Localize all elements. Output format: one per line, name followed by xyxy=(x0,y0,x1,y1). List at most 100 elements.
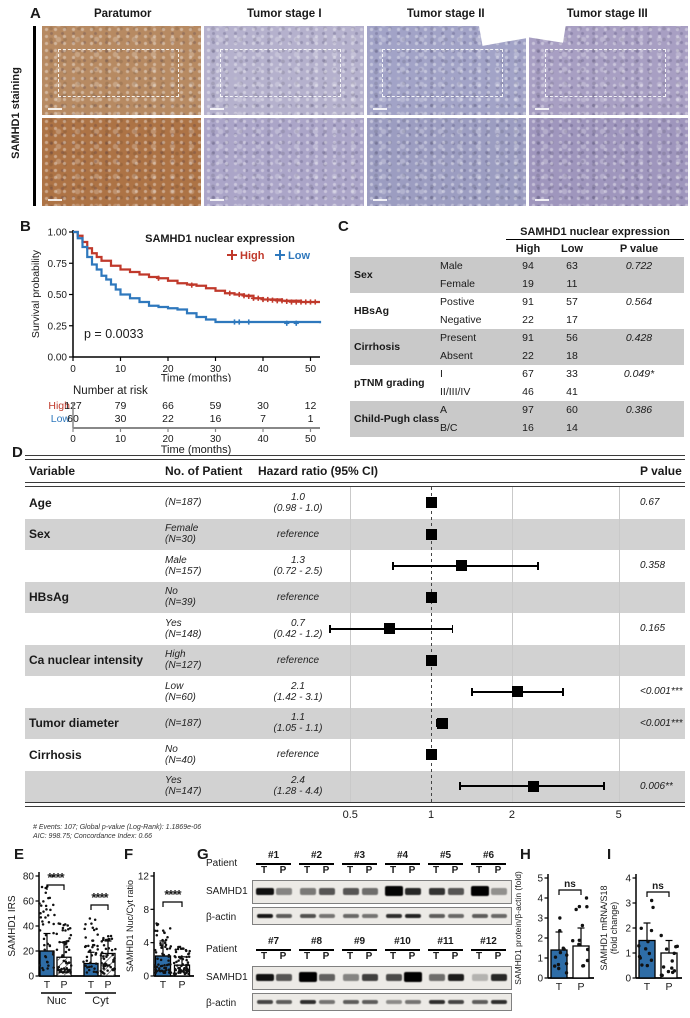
y-tick-label: 2 xyxy=(625,924,631,935)
row-plot xyxy=(338,519,640,551)
sig-label: ns xyxy=(564,879,576,890)
data-point xyxy=(160,969,163,972)
protein-band xyxy=(343,974,360,981)
patient-underline xyxy=(428,949,463,951)
panel-a-column-headers: Paratumor Tumor stage I Tumor stage II T… xyxy=(42,8,688,20)
y-tick-label: 40 xyxy=(23,922,35,933)
data-point xyxy=(64,929,67,932)
patient-number: #12 xyxy=(480,936,497,947)
cell-high: 94 xyxy=(522,260,534,272)
cell-high: 97 xyxy=(522,404,534,416)
data-point xyxy=(167,971,171,974)
data-point xyxy=(62,923,66,927)
loading-band xyxy=(343,1000,360,1004)
data-point xyxy=(185,958,188,962)
ihc-image-stage3-high-mag xyxy=(528,117,688,206)
row-plot xyxy=(338,739,640,771)
row-pvalue: <0.001*** xyxy=(640,717,683,729)
ihc-image-stage2-high-mag xyxy=(366,117,526,206)
data-point xyxy=(168,947,172,950)
data-point xyxy=(156,957,159,961)
hr-marker xyxy=(425,749,437,761)
data-point xyxy=(110,937,114,940)
cell-pvalue: 0.049* xyxy=(623,368,655,380)
data-point xyxy=(176,947,180,951)
ihc-image-stage2-low-mag xyxy=(366,26,526,115)
y-tick-label: 0 xyxy=(625,974,631,985)
column-header-stage1: Tumor stage I xyxy=(246,8,322,20)
panel-a-label: A xyxy=(30,5,41,22)
data-point xyxy=(169,971,173,974)
patient-number: #9 xyxy=(353,936,366,947)
data-point xyxy=(86,966,89,969)
y-tick-label: 1.00 xyxy=(48,228,68,239)
data-point xyxy=(556,962,561,967)
data-point xyxy=(100,961,103,965)
bar-t-0 xyxy=(39,950,55,977)
risk-tick-label: 10 xyxy=(115,434,127,445)
lane-label-t: T xyxy=(475,951,483,962)
data-point xyxy=(154,951,158,954)
data-point xyxy=(585,958,590,963)
ihc-image-stage1-high-mag xyxy=(204,117,364,206)
protein-band xyxy=(361,974,378,981)
forest-row: Tumor diameter (N=187) 1.1 (1.05 - 1.1) <0.0… xyxy=(25,707,685,739)
y-tick-label: 0 xyxy=(28,972,34,983)
data-point xyxy=(93,967,96,970)
data-point xyxy=(69,970,72,973)
data-point xyxy=(94,962,98,965)
tissue-edge xyxy=(528,26,567,43)
cell-subcategory: Negative xyxy=(440,314,482,326)
loading-band xyxy=(257,914,274,918)
data-point xyxy=(672,951,676,956)
data-point xyxy=(649,898,654,903)
column-header-paratumor: Paratumor xyxy=(93,8,152,20)
risk-x-label: Time (months) xyxy=(161,444,232,456)
data-point xyxy=(561,946,565,950)
loading-band xyxy=(300,1000,317,1004)
data-point xyxy=(159,943,162,947)
data-point xyxy=(110,948,114,952)
data-point xyxy=(42,900,45,903)
lane-label-t: T xyxy=(389,951,397,962)
row-n: (N=187) xyxy=(165,717,202,729)
ihc-image-paratumor-high-mag xyxy=(42,117,202,206)
patient-number: #2 xyxy=(310,850,323,861)
data-point xyxy=(84,944,88,948)
data-point xyxy=(40,885,44,889)
table-column-headers: High Low P value xyxy=(350,240,684,257)
data-point xyxy=(640,963,644,967)
data-point xyxy=(96,944,99,948)
panel-a-side-label: SAMHD1 staining xyxy=(10,67,22,159)
cell-high: 67 xyxy=(522,368,534,380)
data-point xyxy=(646,939,650,944)
protein-band xyxy=(472,974,489,981)
cell-low: 14 xyxy=(566,422,578,434)
y-tick-label: 0 xyxy=(537,974,543,985)
data-point xyxy=(155,929,159,933)
data-point xyxy=(95,927,98,931)
data-point xyxy=(42,910,45,913)
tissue-edge xyxy=(478,26,526,46)
row-n: High (N=127) xyxy=(165,649,202,672)
protein-band xyxy=(385,886,404,896)
row-hr-text: reference xyxy=(276,749,320,761)
x-tick-label: 0 xyxy=(70,364,76,375)
data-point xyxy=(564,961,569,966)
data-point xyxy=(182,947,185,950)
hr-marker xyxy=(456,560,468,572)
loading-band xyxy=(472,914,489,918)
rule xyxy=(25,455,685,460)
group-label: pTNM grading xyxy=(354,377,425,389)
data-point xyxy=(67,939,70,943)
data-point xyxy=(65,945,69,949)
risk-count: 30 xyxy=(257,400,269,412)
data-point xyxy=(113,967,116,970)
data-point xyxy=(164,968,168,972)
data-point xyxy=(181,957,185,961)
loading-band xyxy=(275,1000,292,1004)
data-point xyxy=(666,969,671,974)
patient-underline xyxy=(299,949,334,951)
data-point xyxy=(69,964,73,967)
